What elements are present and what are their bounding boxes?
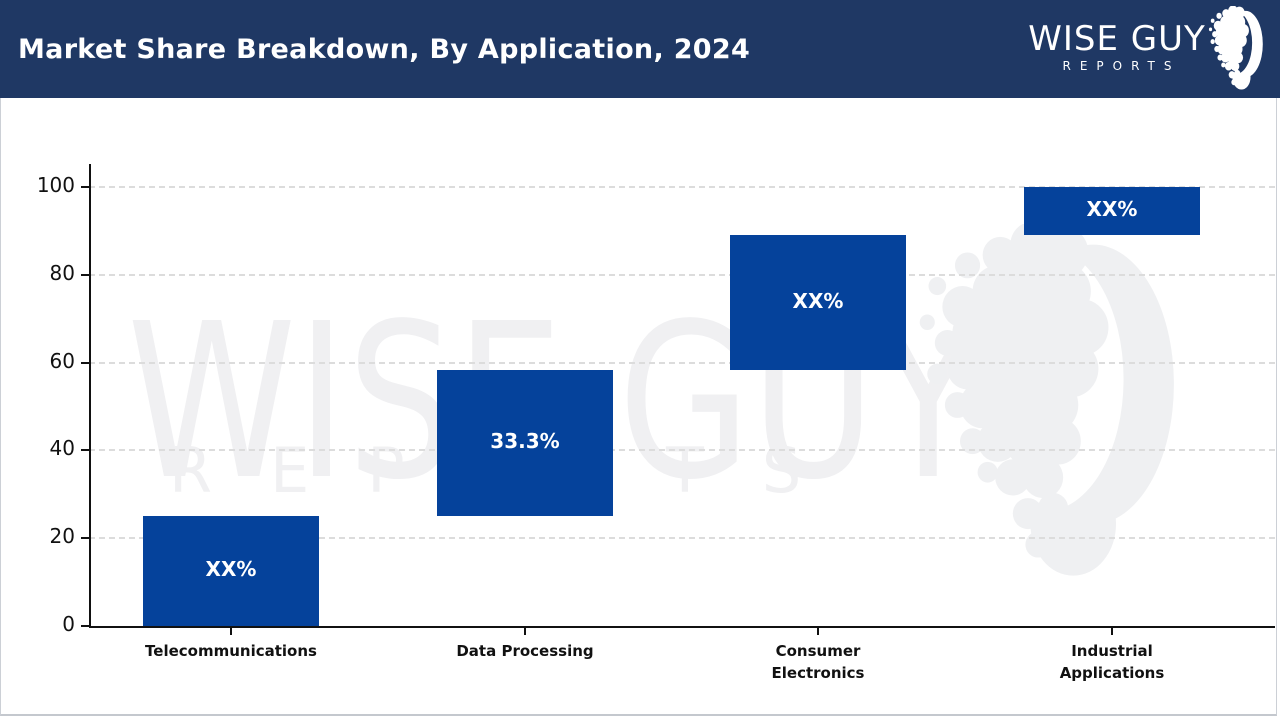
header-bar: Market Share Breakdown, By Application, … xyxy=(0,0,1280,98)
logo-wordmark: WISE GUY xyxy=(1028,19,1206,59)
y-tick-label: 80 xyxy=(49,260,75,285)
plot: 0 20 40 60 80 100 XX% Telecommunications 33.3% Da… xyxy=(1,98,1276,714)
x-category-label-consumer-electronics: Consumer Electronics xyxy=(771,642,865,682)
x-category-label-telecommunications: Telecommunications xyxy=(145,642,317,660)
y-tick-label: 0 xyxy=(62,612,75,636)
gridline xyxy=(89,186,1275,188)
y-axis xyxy=(89,164,91,628)
bar-telecommunications xyxy=(143,516,319,626)
bar-label-industrial-applications: XX% xyxy=(1086,197,1138,222)
bar-label-data-processing: 33.3% xyxy=(490,429,560,454)
x-category-label-data-processing: Data Processing xyxy=(456,642,594,660)
x-tick-mark xyxy=(817,626,819,635)
y-tick-label: 20 xyxy=(49,524,75,549)
gridline xyxy=(89,361,1275,364)
bar-label-consumer-electronics: XX% xyxy=(792,288,844,313)
logo-subtitle: REPORTS xyxy=(1062,59,1181,73)
bar-industrial-applications xyxy=(1024,187,1200,236)
x-tick-mark xyxy=(524,626,526,635)
y-tick-mark xyxy=(81,449,89,452)
gridline xyxy=(89,537,1275,540)
logo-head-icon xyxy=(1202,6,1266,92)
x-axis xyxy=(89,626,1275,628)
bar-label-telecommunications: XX% xyxy=(205,557,257,582)
y-tick-label: 100 xyxy=(36,173,75,197)
y-tick-label: 60 xyxy=(49,348,75,373)
gridline xyxy=(89,273,1275,276)
y-tick-mark xyxy=(81,186,89,188)
chart-area: WISE GUY REPORTS 020406080100XX%Telecomm… xyxy=(0,98,1277,716)
y-tick-mark xyxy=(81,625,89,627)
y-tick-mark xyxy=(81,361,89,364)
bar-consumer-electronics xyxy=(730,235,906,371)
page-title: Market Share Breakdown, By Application, … xyxy=(18,33,751,65)
y-tick-label: 40 xyxy=(49,436,75,461)
y-tick-mark xyxy=(81,273,89,276)
x-category-label-industrial-applications: Industrial Applications xyxy=(1059,642,1165,682)
gridline xyxy=(89,449,1275,452)
bar-data-processing xyxy=(437,370,613,517)
y-tick-mark xyxy=(81,537,89,540)
x-tick-mark xyxy=(1111,626,1113,635)
x-tick-mark xyxy=(230,626,232,635)
brand-logo: WISE GUY REPORTS xyxy=(1028,21,1206,73)
